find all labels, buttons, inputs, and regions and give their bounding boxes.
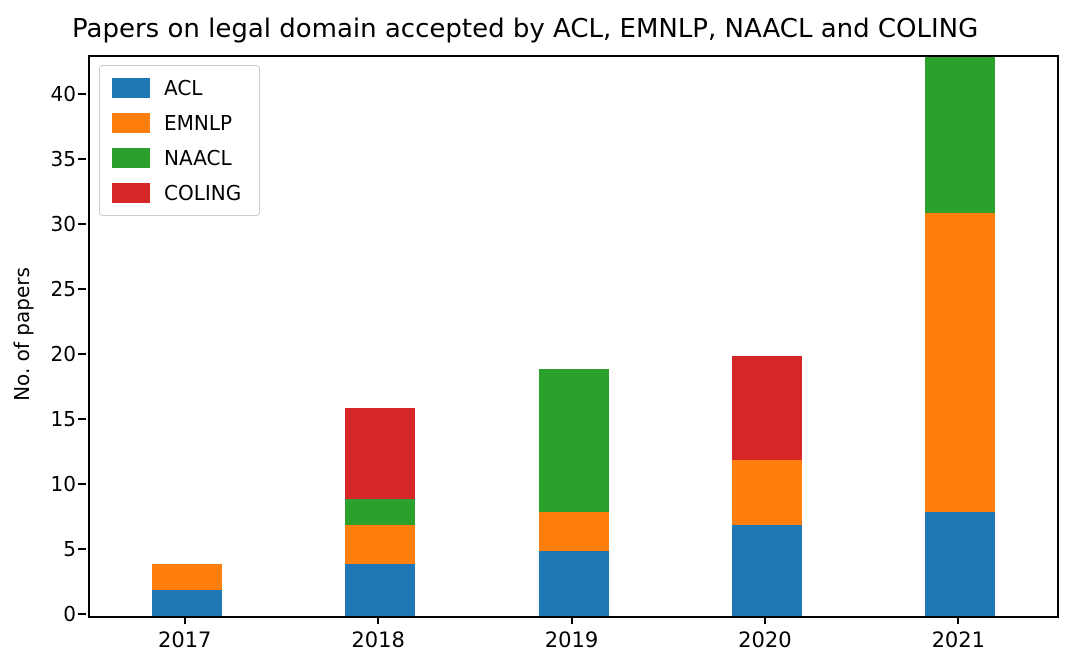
y-tick-mark-15 [78, 418, 86, 420]
y-tick-mark-40 [78, 93, 86, 95]
legend-swatch-emnlp [112, 113, 150, 133]
x-tick-label-2017: 2017 [157, 628, 212, 652]
y-tick-label-25: 25 [50, 277, 76, 301]
bar-2017 [151, 564, 222, 616]
legend-label: ACL [164, 76, 203, 100]
y-tick-label-35: 35 [50, 147, 76, 171]
y-tick-mark-35 [78, 158, 86, 160]
legend-label: NAACL [164, 146, 232, 170]
y-tick-label-15: 15 [50, 407, 76, 431]
x-tick-label-2021: 2021 [931, 628, 986, 652]
y-tick-mark-25 [78, 288, 86, 290]
bar-segment-coling-2020 [731, 356, 802, 460]
legend-swatch-acl [112, 78, 150, 98]
chart-title: Papers on legal domain accepted by ACL, … [72, 14, 979, 44]
legend: ACL EMNLP NAACL COLING [99, 65, 261, 216]
bar-segment-emnlp-2021 [925, 213, 996, 512]
x-tick-mark-2017 [183, 616, 186, 624]
bar-2020 [731, 356, 802, 616]
bar-segment-emnlp-2017 [151, 564, 222, 590]
bar-segment-naacl-2021 [925, 57, 996, 213]
bar-segment-naacl-2018 [345, 499, 416, 525]
bar-segment-acl-2021 [925, 512, 996, 616]
y-tick-label-30: 30 [50, 212, 76, 236]
y-tick-mark-20 [78, 353, 86, 355]
legend-label: COLING [164, 181, 242, 205]
y-tick-mark-10 [78, 483, 86, 485]
y-tick-label-40: 40 [50, 82, 76, 106]
bar-segment-naacl-2019 [538, 369, 609, 512]
x-tick-mark-2019 [570, 616, 573, 624]
bar-segment-acl-2018 [345, 564, 416, 616]
y-tick-label-20: 20 [50, 342, 76, 366]
bar-segment-emnlp-2018 [345, 525, 416, 564]
legend-item-coling: COLING [112, 181, 241, 205]
plot-area: ACL EMNLP NAACL COLING [88, 55, 1059, 618]
legend-swatch-naacl [112, 148, 150, 168]
bar-segment-emnlp-2020 [731, 460, 802, 525]
bar-2019 [538, 369, 609, 616]
y-tick-label-5: 5 [63, 537, 76, 561]
x-tick-label-2019: 2019 [544, 628, 599, 652]
legend-label: EMNLP [164, 111, 233, 135]
bar-2018 [345, 408, 416, 616]
x-tick-mark-2018 [377, 616, 380, 624]
y-tick-label-0: 0 [63, 602, 76, 626]
x-tick-label-2020: 2020 [738, 628, 792, 652]
legend-item-emnlp: EMNLP [112, 111, 241, 135]
y-tick-label-10: 10 [50, 472, 76, 496]
bar-segment-coling-2018 [345, 408, 416, 499]
legend-item-acl: ACL [112, 76, 241, 100]
bar-segment-acl-2020 [731, 525, 802, 616]
bar-segment-acl-2017 [151, 590, 222, 616]
x-tick-mark-2020 [763, 616, 766, 624]
y-tick-mark-0 [78, 613, 86, 615]
legend-item-naacl: NAACL [112, 146, 241, 170]
x-tick-mark-2021 [957, 616, 960, 624]
bar-segment-emnlp-2019 [538, 512, 609, 551]
legend-swatch-coling [112, 183, 150, 203]
bar-segment-acl-2019 [538, 551, 609, 616]
bar-2021 [925, 57, 996, 616]
x-tick-label-2018: 2018 [351, 628, 405, 652]
y-tick-mark-30 [78, 223, 86, 225]
y-tick-mark-5 [78, 548, 86, 550]
